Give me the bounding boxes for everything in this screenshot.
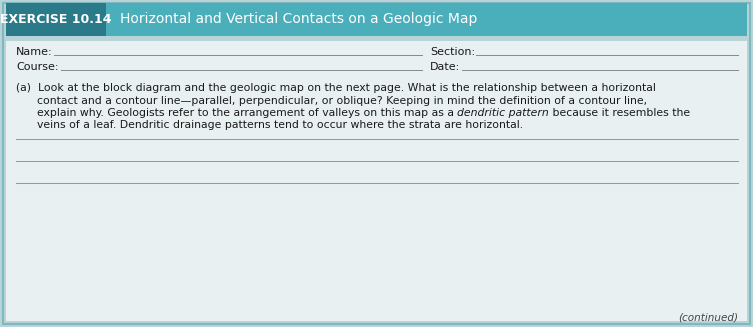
- Bar: [6, 41, 747, 321]
- Text: Course:: Course:: [16, 62, 59, 72]
- Text: EXERCISE 10.14: EXERCISE 10.14: [0, 13, 111, 26]
- Text: dendritic pattern: dendritic pattern: [458, 108, 549, 118]
- Text: Section:: Section:: [430, 47, 475, 57]
- Text: contact and a contour line—parallel, perpendicular, or oblique? Keeping in mind : contact and a contour line—parallel, per…: [16, 95, 647, 106]
- Bar: [6, 3, 747, 36]
- Text: because it resembles the: because it resembles the: [549, 108, 691, 118]
- Text: (continued): (continued): [678, 312, 738, 322]
- Text: (a)  Look at the block diagram and the geologic map on the next page. What is th: (a) Look at the block diagram and the ge…: [16, 83, 656, 93]
- Text: Horizontal and Vertical Contacts on a Geologic Map: Horizontal and Vertical Contacts on a Ge…: [120, 12, 477, 26]
- Text: explain why. Geologists refer to the arrangement of valleys on this map as a: explain why. Geologists refer to the arr…: [16, 108, 458, 118]
- Text: veins of a leaf. Dendritic drainage patterns tend to occur where the strata are : veins of a leaf. Dendritic drainage patt…: [16, 121, 523, 130]
- Text: Name:: Name:: [16, 47, 53, 57]
- Bar: [6, 3, 106, 36]
- Text: Date:: Date:: [430, 62, 460, 72]
